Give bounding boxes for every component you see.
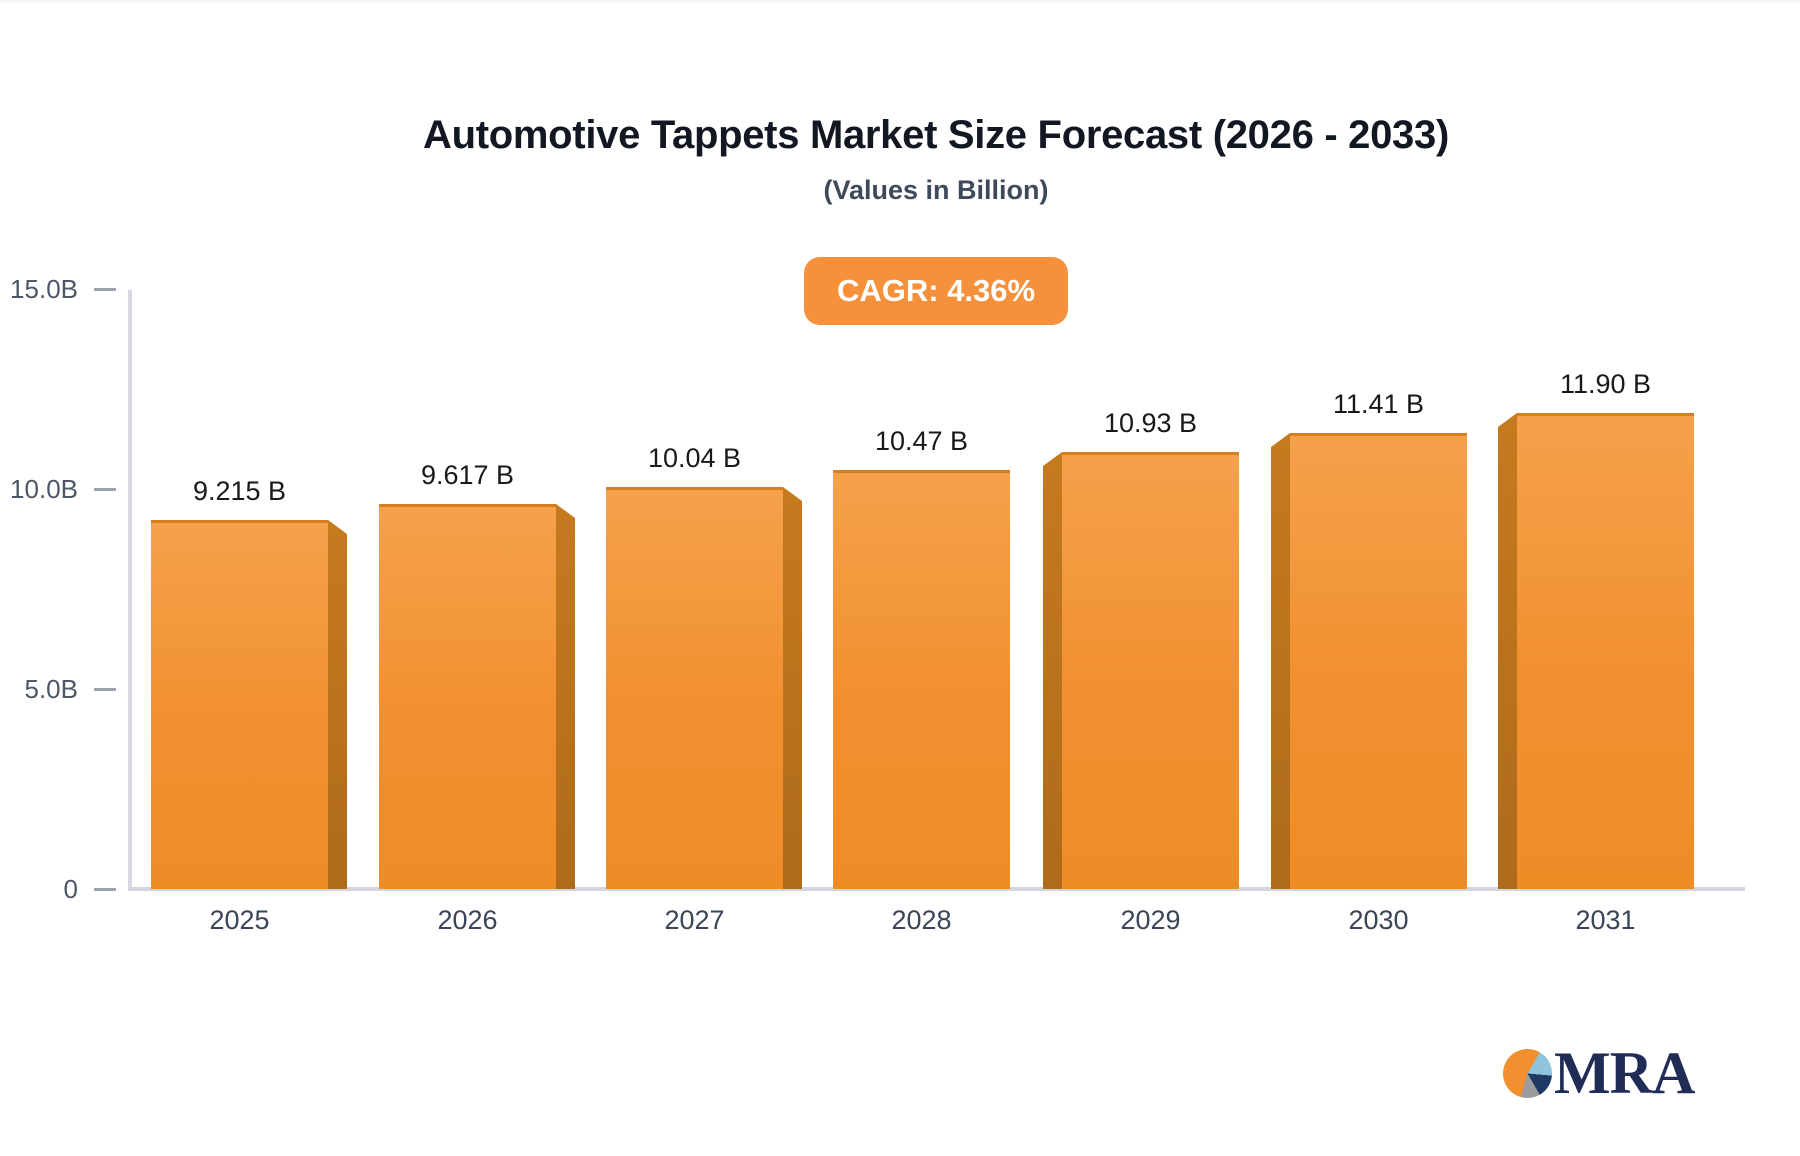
- y-tick-dash: [94, 288, 116, 291]
- x-axis-line: [128, 887, 1745, 891]
- bar-2031: [1517, 413, 1694, 889]
- y-tick-label: 15.0B: [10, 274, 78, 304]
- x-axis-label-2028: 2028: [891, 905, 952, 935]
- cagr-badge: CAGR: 4.36%: [803, 257, 1069, 325]
- bar-2029: [1062, 452, 1239, 889]
- bar-value-label: 11.90 B: [1559, 369, 1652, 399]
- x-axis-label-2026: 2026: [437, 905, 498, 935]
- bar-2026: [379, 504, 556, 889]
- bar-value-label: 10.04 B: [647, 443, 742, 473]
- mra-logo-pie-icon: [1503, 1048, 1552, 1098]
- y-axis-line: [128, 290, 132, 891]
- bar-value-label: 11.41 B: [1332, 389, 1425, 419]
- y-tick-dash: [94, 488, 116, 491]
- bar-2025: [151, 520, 328, 889]
- chart-subtitle: (Values in Billion): [823, 175, 1049, 205]
- x-axis-label-2027: 2027: [664, 905, 725, 935]
- mra-logo-text: MRA: [1554, 1040, 1695, 1106]
- y-tick-dash: [94, 688, 116, 691]
- y-tick-label: 5.0B: [24, 674, 79, 704]
- y-tick-label: 0: [63, 874, 78, 904]
- x-axis-label-2025: 2025: [209, 905, 270, 935]
- x-axis-label-2031: 2031: [1575, 905, 1636, 935]
- bar-2028: [833, 470, 1010, 889]
- bar-value-label: 10.93 B: [1103, 408, 1198, 438]
- bar-value-label: 10.47 B: [874, 426, 969, 456]
- bar-2030: [1290, 433, 1467, 889]
- bar-2030-side-face: [1271, 433, 1290, 889]
- bar-2027: [606, 487, 783, 889]
- mra-logo: MRA: [1503, 1040, 1695, 1106]
- bar-2026-side-face: [556, 504, 575, 889]
- x-axis-label-2029: 2029: [1120, 905, 1181, 935]
- y-tick-dash: [94, 888, 116, 891]
- bar-value-label: 9.617 B: [420, 460, 515, 490]
- bar-value-label: 9.215 B: [192, 476, 287, 506]
- x-axis-label-2030: 2030: [1348, 905, 1409, 935]
- bar-2027-side-face: [783, 487, 802, 889]
- cagr-badge-row: CAGR: 4.36%: [130, 257, 1742, 325]
- plot-area: 15.0B 10.0B 5.0B 0 9.215 B 9.617 B 10.04 B 10.…: [10, 274, 1745, 935]
- chart-title: Automotive Tappets Market Size Forecast …: [423, 113, 1449, 157]
- y-tick-label: 10.0B: [10, 474, 78, 504]
- bar-2031-side-face: [1498, 413, 1517, 889]
- bar-2029-side-face: [1043, 452, 1062, 889]
- bar-2025-side-face: [328, 520, 347, 889]
